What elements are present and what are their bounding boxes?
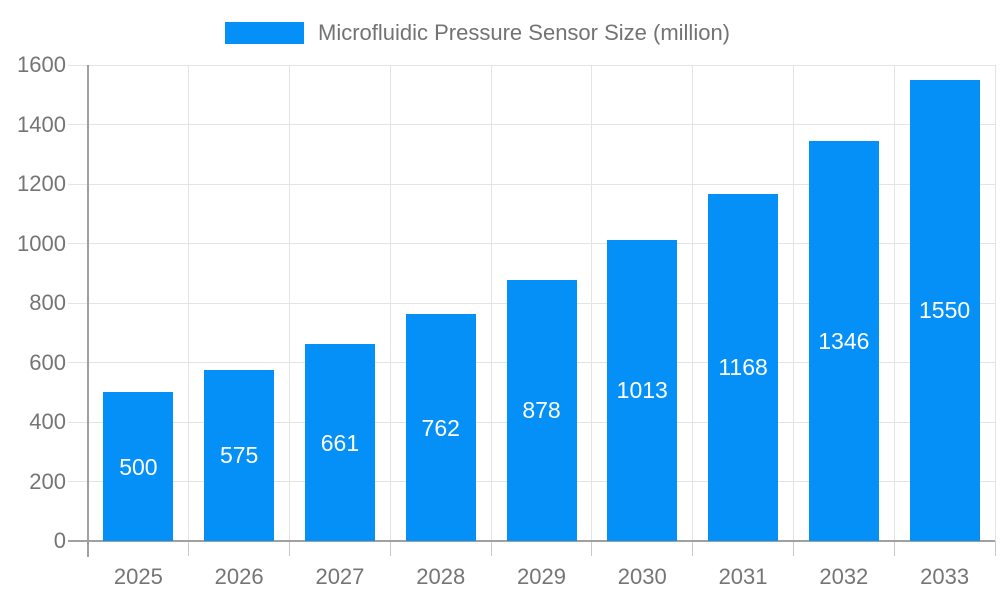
gridline-vertical [692, 65, 694, 541]
gridline-horizontal [68, 124, 995, 125]
bar-value-label: 575 [219, 442, 259, 469]
gridline-vertical [188, 65, 190, 541]
bar-2030[interactable]: 1013 [607, 239, 678, 541]
y-axis-tick-label: 800 [29, 290, 66, 315]
y-axis-tick-label: 200 [29, 468, 66, 494]
x-axis-category-label: 2032 [819, 564, 869, 589]
gridline-vertical [490, 65, 492, 541]
gridline-vertical [792, 65, 794, 541]
y-axis-line [87, 65, 89, 557]
gridline-vertical [389, 65, 391, 541]
x-axis-tick [591, 541, 593, 556]
gridline-vertical [591, 65, 593, 541]
x-axis-category-label: 2025 [113, 564, 163, 589]
x-axis-category-label: 2027 [315, 564, 365, 589]
bar-value-label: 878 [522, 397, 561, 424]
bar-value-label: 762 [421, 414, 460, 441]
bar-value-label: 1550 [919, 297, 971, 324]
y-axis-tick-label: 1600 [17, 52, 66, 77]
x-axis-category-label: 2031 [718, 564, 768, 589]
bar-2033[interactable]: 1550 [909, 79, 980, 541]
y-axis-tick-label: 1400 [17, 111, 66, 137]
gridline-horizontal [68, 183, 995, 185]
legend-swatch [225, 22, 304, 44]
gridline-vertical [893, 65, 895, 541]
y-axis-tick-label: 1200 [17, 171, 66, 196]
gridline-vertical [289, 65, 291, 541]
y-axis-tick-label: 1000 [17, 230, 66, 256]
y-axis-tick-label: 0 [53, 528, 66, 553]
x-axis-category-label: 2030 [617, 564, 667, 589]
x-axis-tick [289, 541, 291, 556]
x-axis-line [68, 540, 995, 542]
x-axis-tick [792, 541, 794, 556]
x-axis-tick [692, 541, 694, 556]
bar-2028[interactable]: 762 [405, 314, 476, 541]
bar-value-label: 1168 [718, 354, 768, 381]
gridline-horizontal [68, 243, 995, 244]
y-axis-tick-label: 600 [29, 349, 66, 375]
x-axis-category-label: 2033 [920, 564, 970, 589]
x-axis-category-label: 2028 [416, 564, 466, 589]
bar-2029[interactable]: 878 [506, 279, 577, 541]
bar-2026[interactable]: 575 [204, 369, 275, 541]
x-axis-tick [490, 541, 492, 556]
y-axis-tick-label: 400 [29, 409, 66, 434]
bar-value-label: 1013 [616, 377, 668, 404]
gridline-horizontal [68, 64, 995, 66]
bar-value-label: 500 [119, 453, 158, 480]
bar-2031[interactable]: 1168 [708, 193, 779, 541]
gridline-vertical [994, 65, 996, 541]
bar-value-label: 661 [320, 429, 360, 456]
x-axis-tick [188, 541, 190, 556]
bar-2027[interactable]: 661 [304, 344, 375, 541]
x-axis-tick [994, 541, 996, 556]
legend-series-label: Microfluidic Pressure Sensor Size (milli… [318, 20, 731, 45]
chart-legend[interactable]: Microfluidic Pressure Sensor Size (milli… [225, 20, 730, 46]
x-axis-category-label: 2029 [517, 564, 566, 589]
bar-2025[interactable]: 500 [103, 392, 174, 541]
x-axis-category-label: 2026 [214, 564, 264, 589]
x-axis-tick [389, 541, 391, 556]
x-axis-tick [893, 541, 895, 556]
bar-2032[interactable]: 1346 [808, 140, 879, 541]
bar-value-label: 1346 [818, 327, 870, 354]
